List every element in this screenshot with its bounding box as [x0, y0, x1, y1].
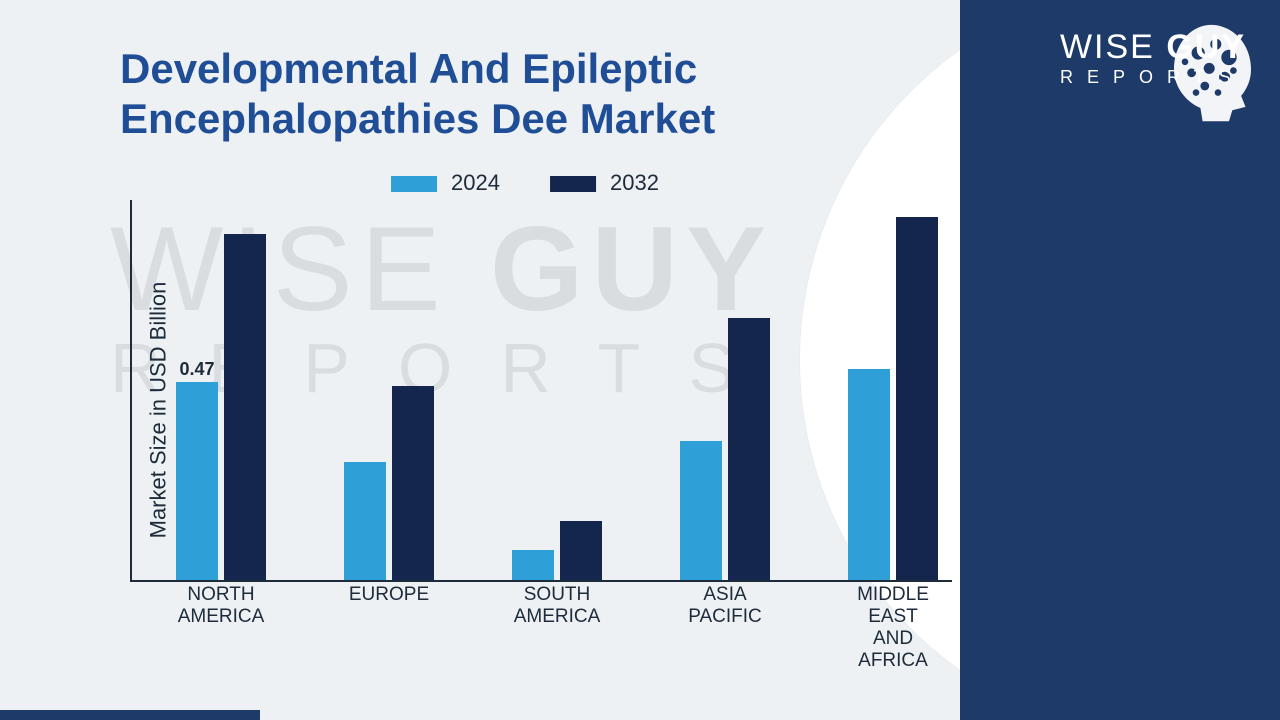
- bar-2024: [344, 462, 386, 580]
- bar-2032: [728, 318, 770, 580]
- bar-2024: [680, 441, 722, 580]
- legend-swatch-2032: [550, 176, 596, 192]
- plot-area: 0.47: [130, 200, 952, 582]
- bar-2032: [224, 234, 266, 580]
- x-label: MIDDLEEASTANDAFRICA: [834, 584, 952, 671]
- bar-2024: [512, 550, 554, 580]
- bar-2032: [560, 521, 602, 580]
- x-label: EUROPE: [330, 584, 448, 606]
- bar-2024: 0.47: [176, 382, 218, 580]
- bottom-accent-strip: [0, 710, 260, 720]
- legend-item-2024: 2024: [391, 170, 500, 196]
- brand-word-2: GUY: [1166, 28, 1246, 66]
- chart-area: Market Size in USD Billion 2024 2032 0.4…: [90, 170, 960, 650]
- chart-title: Developmental And Epileptic Encephalopat…: [120, 44, 840, 145]
- bar-value-label: 0.47: [176, 359, 218, 380]
- bar-2032: [392, 386, 434, 580]
- brand-word-3: REPORTS: [1060, 68, 1246, 86]
- legend: 2024 2032: [391, 170, 659, 196]
- bar-groups: 0.47: [132, 200, 952, 580]
- bar-2032: [896, 217, 938, 580]
- legend-swatch-2024: [391, 176, 437, 192]
- bar-2024: [848, 369, 890, 580]
- brand-word-1: WISE: [1060, 28, 1155, 66]
- stage: WISE GUY REPORTS Developmental And Epile…: [0, 0, 1280, 720]
- legend-item-2032: 2032: [550, 170, 659, 196]
- x-label: ASIAPACIFIC: [666, 584, 784, 628]
- x-label: SOUTHAMERICA: [498, 584, 616, 628]
- brand-logo: WISE GUY REPORTS: [1060, 30, 1246, 86]
- x-label: NORTHAMERICA: [162, 584, 280, 628]
